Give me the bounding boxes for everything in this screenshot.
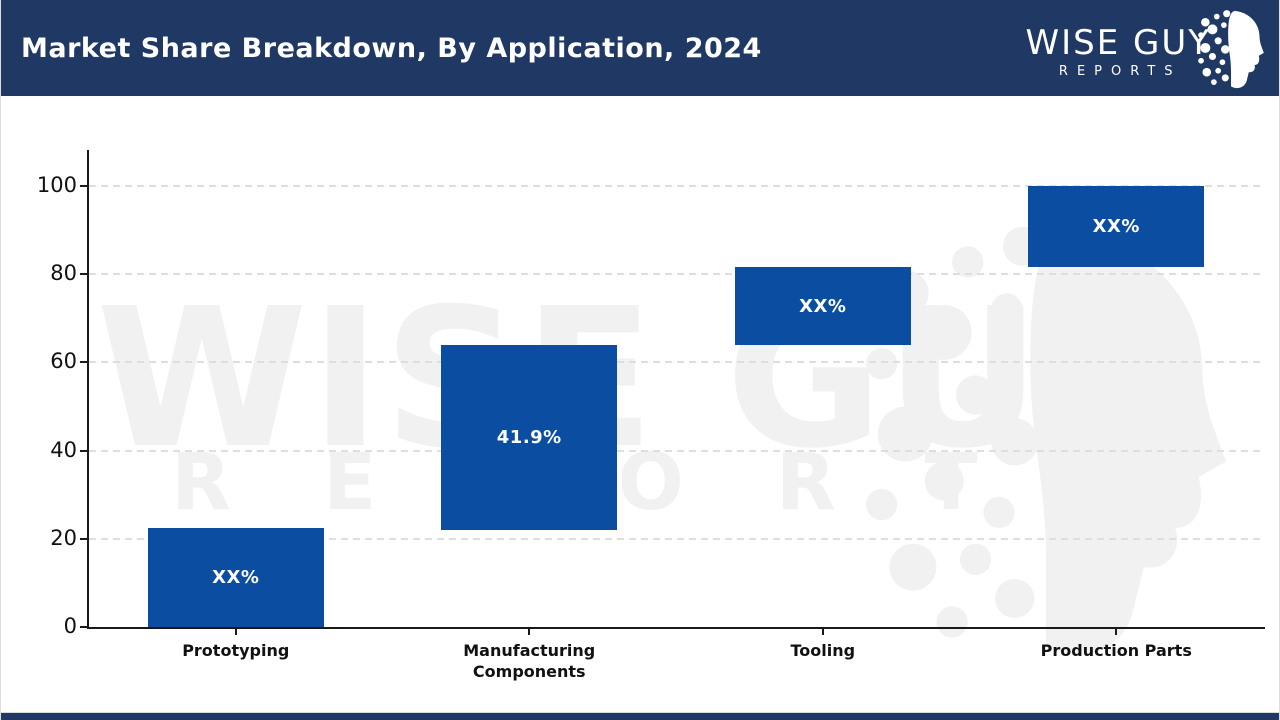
x-tick-mark [1115, 629, 1118, 635]
y-tick-mark-0 [80, 626, 88, 628]
y-tick-label: 60 [50, 349, 77, 374]
gridline-100 [89, 185, 1263, 187]
x-category-label: Manufacturing Components [463, 641, 596, 681]
logo-reports-text: REPORTS [1058, 64, 1182, 79]
y-tick-mark-40 [80, 449, 88, 452]
bar-value-label: XX% [1092, 216, 1140, 238]
footer-divider [1, 712, 1279, 713]
page-title: Market Share Breakdown, By Application, … [21, 32, 762, 64]
gridline-20 [89, 537, 1263, 540]
header-bar: Market Share Breakdown, By Application, … [1, 0, 1279, 96]
y-tick-label: 100 [36, 173, 77, 197]
gridline-60 [89, 361, 1263, 364]
bar-value-label: XX% [799, 295, 847, 317]
x-category-label: Prototyping [182, 641, 290, 660]
y-tick-mark-20 [80, 537, 88, 540]
watermark-text-reports: REPORTS [171, 438, 1218, 528]
gridline-40 [89, 449, 1263, 452]
y-tick-mark-100 [80, 185, 88, 187]
bar-value-label: XX% [212, 567, 260, 589]
logo-head-icon [1198, 10, 1264, 89]
y-tick-label: 20 [50, 525, 77, 550]
bar-manufacturing-components: 41.9% [441, 345, 618, 530]
x-category-label: Tooling [790, 641, 856, 660]
gridline-80 [89, 273, 1263, 276]
x-category-label: Production Parts [1040, 641, 1192, 660]
bar-production-parts: XX% [1028, 186, 1205, 268]
y-axis-line [87, 150, 89, 629]
bar-tooling: XX% [734, 267, 911, 346]
y-tick-label: 40 [50, 437, 77, 462]
bar-value-label: 41.9% [496, 427, 562, 449]
y-tick-label: 80 [50, 261, 77, 286]
y-tick-label: 0 [63, 614, 77, 638]
y-tick-mark-80 [80, 273, 88, 276]
x-axis-line [87, 627, 1265, 629]
y-tick-mark-60 [80, 361, 88, 364]
logo-wiseguy-text: WISE GUY [1025, 23, 1211, 63]
watermark-head-icon [866, 226, 1226, 655]
bar-prototyping: XX% [147, 528, 324, 627]
wiseguy-logo: WISE GUY REPORTS [1025, 8, 1267, 90]
x-tick-mark [528, 629, 531, 635]
footer-bar [1, 713, 1279, 720]
x-tick-mark [234, 629, 237, 635]
x-tick-mark [821, 629, 824, 635]
